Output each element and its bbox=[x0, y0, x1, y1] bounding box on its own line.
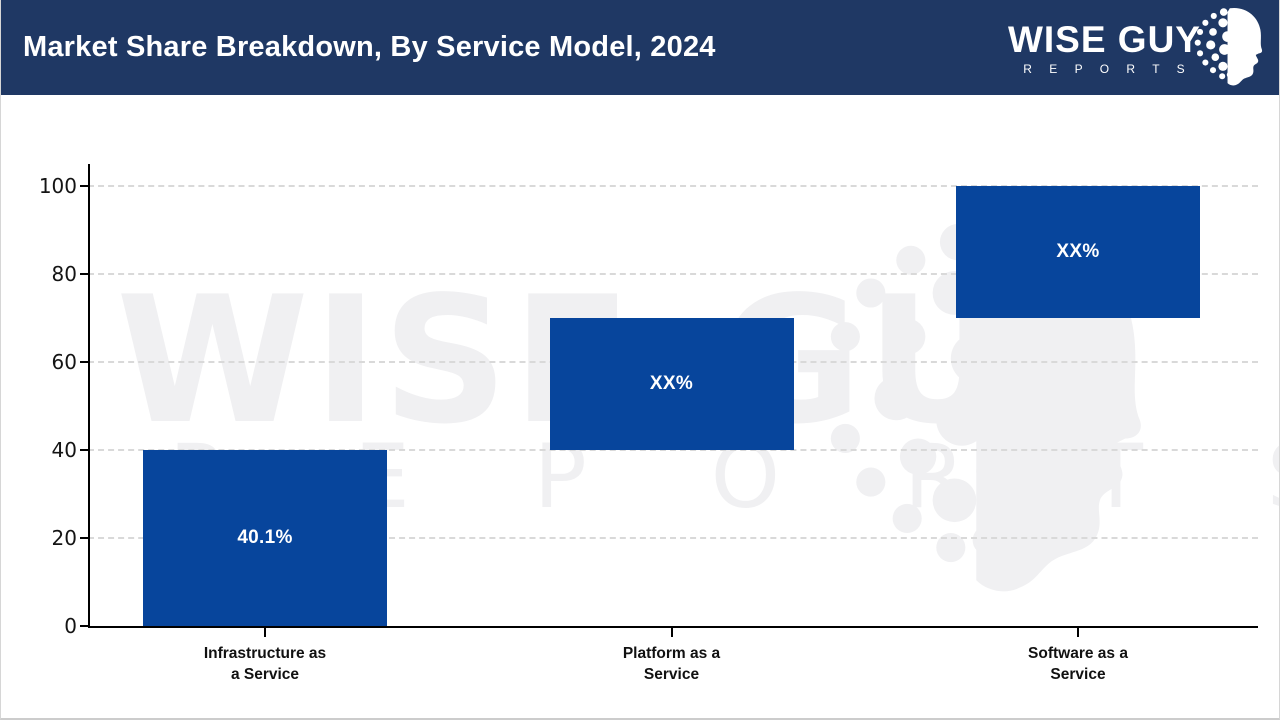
y-tick-label: 40 bbox=[51, 438, 77, 462]
y-tick-label: 100 bbox=[38, 174, 77, 198]
y-tick-mark bbox=[80, 185, 88, 187]
x-tick-mark bbox=[264, 628, 266, 637]
x-tick-mark bbox=[1077, 628, 1079, 637]
gridline bbox=[88, 537, 1258, 539]
chart-region: WISE GUY R E P O R T S 0 20 40 60 80 100 40.1%… bbox=[1, 95, 1279, 718]
y-axis-spine bbox=[88, 164, 90, 628]
chart-title: Market Share Breakdown, By Service Model… bbox=[23, 31, 716, 63]
y-tick-mark bbox=[80, 449, 88, 451]
gridline bbox=[88, 449, 1258, 451]
bar-value-label: 40.1% bbox=[237, 527, 293, 548]
y-tick-mark bbox=[80, 273, 88, 275]
bar-value-label: XX% bbox=[649, 373, 694, 394]
y-tick-label: 60 bbox=[51, 350, 77, 374]
brand-logo-text: WISE GUY R E P O R T S bbox=[1008, 21, 1201, 76]
gridline bbox=[88, 185, 1258, 187]
y-tick-mark bbox=[80, 361, 88, 363]
x-category-label: Software as a Service bbox=[1028, 645, 1128, 683]
header-bar: Market Share Breakdown, By Service Model… bbox=[1, 0, 1279, 95]
x-category-label: Infrastructure as a Service bbox=[203, 645, 327, 683]
y-tick-mark bbox=[80, 625, 88, 627]
bar-infrastructure-as-a-service: 40.1% bbox=[143, 450, 387, 626]
bar-value-label: XX% bbox=[1056, 241, 1100, 262]
x-axis-spine bbox=[88, 626, 1258, 628]
bar-software-as-a-service: XX% bbox=[956, 186, 1200, 318]
gridline bbox=[88, 273, 1258, 275]
brand-logo: WISE GUY R E P O R T S bbox=[1008, 6, 1265, 90]
bar-platform-as-a-service: XX% bbox=[549, 318, 794, 450]
y-tick-label: 0 bbox=[64, 614, 77, 638]
y-tick-mark bbox=[80, 537, 88, 539]
x-tick-mark bbox=[670, 628, 673, 637]
y-tick-label: 20 bbox=[51, 526, 77, 550]
brand-name: WISE GUY bbox=[1007, 18, 1201, 60]
x-category-label: Platform as a Service bbox=[622, 645, 721, 683]
y-tick-label: 80 bbox=[51, 262, 77, 286]
brand-subtitle: R E P O R T S bbox=[1023, 61, 1192, 76]
